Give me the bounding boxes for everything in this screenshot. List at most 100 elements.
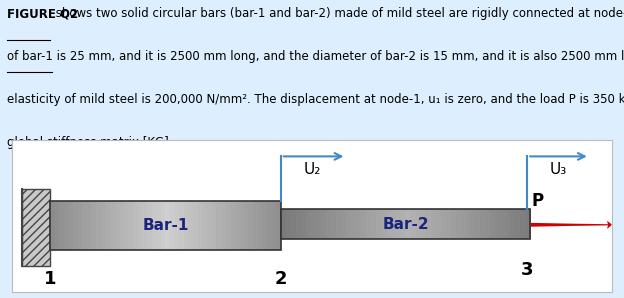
Bar (326, 209, 331, 239)
Bar (82, 201, 87, 250)
Bar (54, 201, 60, 250)
Bar (525, 209, 531, 239)
Bar (276, 201, 281, 250)
Bar (510, 209, 516, 239)
Bar (291, 209, 296, 239)
Bar (138, 201, 143, 250)
Bar (306, 209, 311, 239)
Bar (239, 201, 245, 250)
Bar (253, 201, 258, 250)
Bar (495, 209, 501, 239)
Bar (396, 209, 401, 239)
Bar (124, 201, 129, 250)
Text: P: P (532, 193, 544, 210)
Bar (281, 209, 286, 239)
Bar (371, 209, 376, 239)
Bar (461, 209, 466, 239)
Bar (475, 209, 481, 239)
Bar (248, 201, 254, 250)
Bar (416, 209, 421, 239)
Text: global stiffness matrix [KG]: global stiffness matrix [KG] (7, 136, 169, 149)
Bar (480, 209, 486, 239)
Bar (421, 209, 426, 239)
Bar (133, 201, 139, 250)
Bar (485, 209, 491, 239)
Bar (366, 209, 371, 239)
Bar (361, 209, 366, 239)
Bar (179, 201, 185, 250)
Bar (161, 201, 166, 250)
Bar (456, 209, 461, 239)
Bar (50, 201, 55, 250)
Text: U₂: U₂ (303, 162, 321, 177)
Bar (105, 201, 110, 250)
Bar (301, 209, 306, 239)
Bar (436, 209, 441, 239)
Bar (207, 201, 212, 250)
Bar (311, 209, 316, 239)
Bar (50, 201, 281, 250)
Text: 2: 2 (275, 270, 287, 288)
Bar (386, 209, 391, 239)
Bar (446, 209, 451, 239)
Bar (87, 201, 92, 250)
Bar (69, 201, 74, 250)
Bar (346, 209, 351, 239)
Bar (73, 201, 78, 250)
Bar (376, 209, 381, 239)
Text: Bar-2: Bar-2 (383, 217, 429, 232)
Bar (142, 201, 147, 250)
Bar (188, 201, 193, 250)
Text: FIGURE Q2: FIGURE Q2 (7, 7, 79, 20)
Bar (262, 201, 268, 250)
Bar (92, 201, 97, 250)
Text: Bar-1: Bar-1 (142, 218, 188, 233)
Bar (286, 209, 291, 239)
Bar (170, 201, 175, 250)
Bar (341, 209, 346, 239)
Bar (244, 201, 249, 250)
Bar (193, 201, 198, 250)
Bar (321, 209, 326, 239)
Bar (216, 201, 222, 250)
Text: shows two solid circular bars (bar-1 and bar-2) made of mild steel are rigidly c: shows two solid circular bars (bar-1 and… (52, 7, 624, 20)
Bar (401, 209, 406, 239)
Bar (331, 209, 336, 239)
Bar (520, 209, 526, 239)
Text: elasticity of mild steel is 200,000 N/mm². The displacement at node-1, u₁ is zer: elasticity of mild steel is 200,000 N/mm… (7, 93, 624, 106)
Bar (258, 201, 263, 250)
Bar (147, 201, 152, 250)
Bar (356, 209, 361, 239)
Text: 1: 1 (44, 270, 56, 288)
Text: 3: 3 (521, 261, 534, 279)
Bar (96, 201, 101, 250)
Text: of bar-1 is 25 mm, and it is 2500 mm long, and the diameter of bar-2 is 15 mm, a: of bar-1 is 25 mm, and it is 2500 mm lon… (7, 50, 624, 63)
Bar (441, 209, 446, 239)
Bar (505, 209, 511, 239)
Bar (198, 201, 203, 250)
Bar (119, 201, 124, 250)
Bar (115, 201, 120, 250)
Bar (156, 201, 162, 250)
Bar (165, 201, 170, 250)
Bar (515, 209, 521, 239)
Bar (391, 209, 396, 239)
Bar (336, 209, 341, 239)
Bar (466, 209, 471, 239)
Bar (411, 209, 416, 239)
Bar (202, 201, 208, 250)
Bar (175, 201, 180, 250)
Bar (225, 201, 231, 250)
Bar (490, 209, 496, 239)
Bar (152, 201, 157, 250)
Bar (470, 209, 476, 239)
Bar (230, 201, 235, 250)
Bar (184, 201, 189, 250)
Bar (431, 209, 436, 239)
Bar (64, 201, 69, 250)
Bar (100, 201, 106, 250)
Bar (296, 209, 301, 239)
Bar (59, 201, 64, 250)
Bar (281, 209, 530, 239)
Bar (316, 209, 321, 239)
